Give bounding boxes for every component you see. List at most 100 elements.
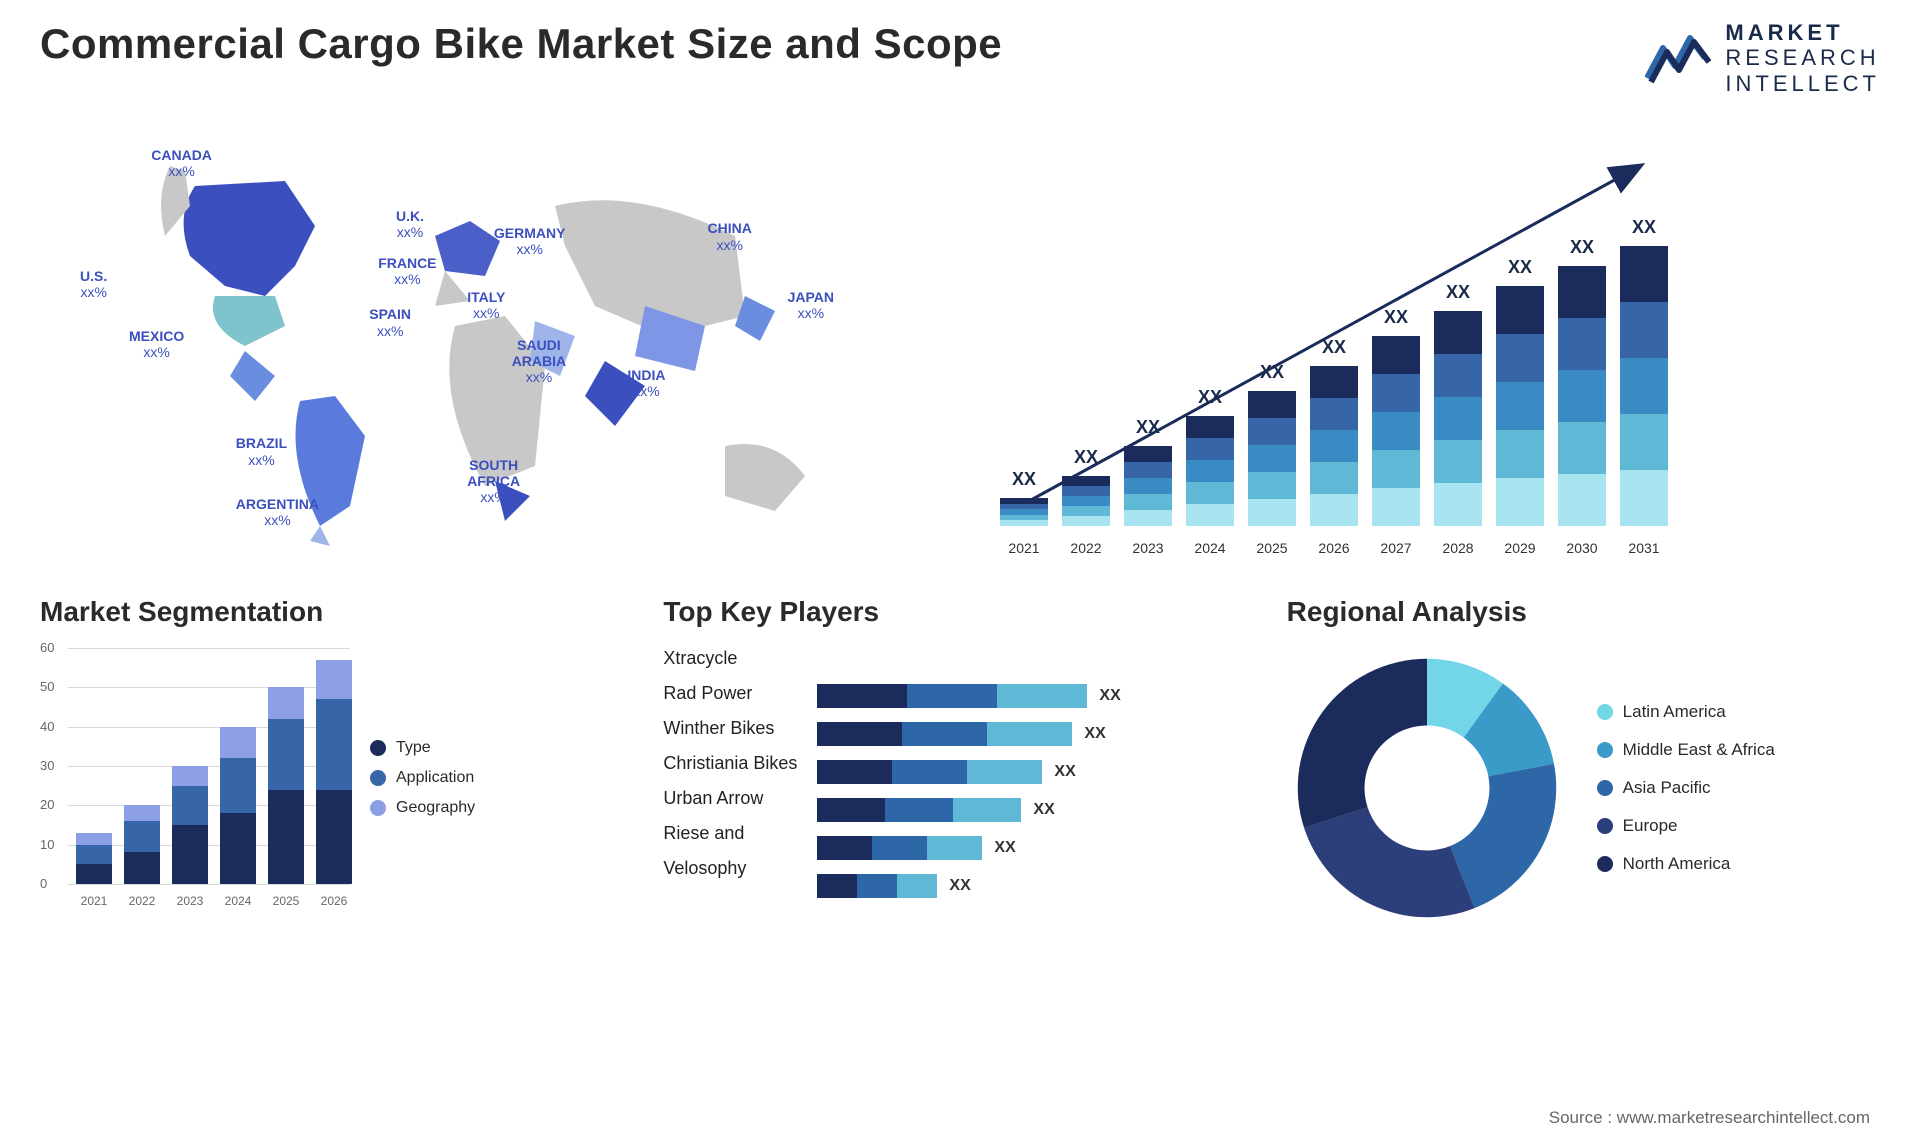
growth-bar: [1496, 286, 1544, 526]
player-name: Velosophy: [663, 858, 797, 879]
player-bar-row: XX: [817, 722, 1256, 746]
world-map-panel: CANADAxx% U.S.xx% MEXICOxx% BRAZILxx% ARGENT…: [40, 126, 930, 556]
regional-legend-item: Asia Pacific: [1597, 778, 1775, 798]
growth-bar-value: XX: [1124, 417, 1172, 438]
map-label: SPAINxx%: [369, 306, 411, 338]
seg-bar: [220, 727, 256, 884]
map-label: ITALYxx%: [467, 289, 505, 321]
map-label: U.S.xx%: [80, 268, 107, 300]
regional-title: Regional Analysis: [1287, 596, 1880, 628]
map-label: INDIAxx%: [627, 367, 665, 399]
page-title: Commercial Cargo Bike Market Size and Sc…: [40, 20, 1002, 68]
player-name: Winther Bikes: [663, 718, 797, 739]
map-label: GERMANYxx%: [494, 225, 566, 257]
growth-year-label: 2024: [1186, 540, 1234, 556]
growth-year-label: 2027: [1372, 540, 1420, 556]
seg-ytick: 50: [40, 679, 54, 694]
player-name: Urban Arrow: [663, 788, 797, 809]
seg-bar: [76, 833, 112, 884]
growth-bar: [1434, 311, 1482, 526]
player-bar-row: XX: [817, 760, 1256, 784]
player-name: Christiania Bikes: [663, 753, 797, 774]
players-bars: XXXXXXXXXXXX: [817, 648, 1256, 898]
player-bar-value: XX: [994, 839, 1015, 857]
seg-legend-item: Geography: [370, 799, 475, 817]
growth-bar: [1310, 366, 1358, 526]
seg-bar: [172, 766, 208, 884]
growth-bar: [1062, 476, 1110, 526]
player-name: Rad Power: [663, 683, 797, 704]
regional-section: Regional Analysis Latin AmericaMiddle Ea…: [1287, 596, 1880, 928]
logo-text-2: RESEARCH: [1725, 45, 1880, 70]
growth-year-label: 2023: [1124, 540, 1172, 556]
growth-bar: [1186, 416, 1234, 526]
source-text: Source : www.marketresearchintellect.com: [1549, 1108, 1870, 1128]
donut-slice: [1297, 659, 1426, 828]
map-label: SAUDIARABIAxx%: [512, 337, 566, 385]
growth-year-label: 2026: [1310, 540, 1358, 556]
trend-arrow: [980, 146, 1870, 556]
player-bar-row: XX: [817, 874, 1256, 898]
map-label: CHINAxx%: [708, 220, 752, 252]
player-bar-value: XX: [949, 877, 970, 895]
growth-bar: [1248, 391, 1296, 526]
player-name: Riese and: [663, 823, 797, 844]
seg-bar: [124, 805, 160, 884]
seg-ytick: 60: [40, 640, 54, 655]
seg-legend-item: Application: [370, 769, 475, 787]
seg-ytick: 30: [40, 758, 54, 773]
growth-bar-value: XX: [1186, 387, 1234, 408]
players-section: Top Key Players XtracycleRad PowerWinthe…: [663, 596, 1256, 928]
growth-year-label: 2025: [1248, 540, 1296, 556]
growth-year-label: 2030: [1558, 540, 1606, 556]
map-label: ARGENTINAxx%: [236, 496, 319, 528]
seg-legend-item: Type: [370, 739, 475, 757]
map-label: FRANCExx%: [378, 255, 436, 287]
seg-ytick: 0: [40, 876, 47, 891]
map-label: BRAZILxx%: [236, 435, 287, 467]
segmentation-section: Market Segmentation 01020304050602021202…: [40, 596, 633, 928]
growth-year-label: 2028: [1434, 540, 1482, 556]
seg-year-label: 2024: [220, 894, 256, 908]
growth-bar-value: XX: [1310, 337, 1358, 358]
player-bar-row: XX: [817, 798, 1256, 822]
regional-legend-item: Latin America: [1597, 702, 1775, 722]
growth-bar-value: XX: [1000, 469, 1048, 490]
players-name-list: XtracycleRad PowerWinther BikesChristian…: [663, 648, 797, 898]
growth-bar-value: XX: [1062, 447, 1110, 468]
players-title: Top Key Players: [663, 596, 1256, 628]
growth-bar-value: XX: [1558, 237, 1606, 258]
brand-logo: MARKET RESEARCH INTELLECT: [1645, 20, 1880, 96]
growth-year-label: 2029: [1496, 540, 1544, 556]
logo-icon: [1645, 28, 1715, 88]
seg-year-label: 2022: [124, 894, 160, 908]
map-label: SOUTHAFRICAxx%: [467, 457, 520, 505]
player-bar-row: XX: [817, 836, 1256, 860]
logo-text-1: MARKET: [1725, 20, 1880, 45]
player-bar-value: XX: [1054, 763, 1075, 781]
growth-bar: [1558, 266, 1606, 526]
seg-year-label: 2026: [316, 894, 352, 908]
growth-year-label: 2022: [1062, 540, 1110, 556]
segmentation-legend: Type Application Geography: [370, 648, 475, 908]
map-label: CANADAxx%: [151, 147, 212, 179]
regional-donut: [1287, 648, 1567, 928]
donut-slice: [1304, 807, 1474, 917]
growth-year-label: 2031: [1620, 540, 1668, 556]
seg-ytick: 40: [40, 719, 54, 734]
growth-year-label: 2021: [1000, 540, 1048, 556]
segmentation-title: Market Segmentation: [40, 596, 633, 628]
growth-bar-value: XX: [1620, 217, 1668, 238]
seg-bar: [268, 687, 304, 884]
growth-bar-value: XX: [1372, 307, 1420, 328]
map-label: JAPANxx%: [788, 289, 834, 321]
segmentation-chart: 0102030405060202120222023202420252026: [40, 648, 350, 908]
seg-year-label: 2021: [76, 894, 112, 908]
player-bar-value: XX: [1084, 725, 1105, 743]
logo-text-3: INTELLECT: [1725, 71, 1880, 96]
map-label: MEXICOxx%: [129, 328, 184, 360]
growth-bar: [1620, 246, 1668, 526]
growth-bar: [1000, 498, 1048, 526]
seg-ytick: 10: [40, 837, 54, 852]
seg-year-label: 2025: [268, 894, 304, 908]
